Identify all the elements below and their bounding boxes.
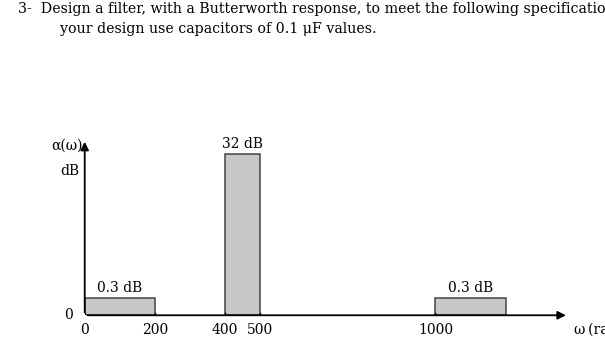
Text: 0.3 dB: 0.3 dB — [97, 281, 142, 295]
Bar — [85, 298, 155, 315]
Text: 0: 0 — [65, 308, 73, 322]
Text: 0: 0 — [80, 323, 89, 337]
Text: 1000: 1000 — [418, 323, 453, 337]
Text: your design use capacitors of 0.1 μF values.: your design use capacitors of 0.1 μF val… — [60, 22, 377, 36]
Bar — [225, 154, 260, 315]
Text: 500: 500 — [247, 323, 273, 337]
Text: 3-  Design a filter, with a Butterworth response, to meet the following specific: 3- Design a filter, with a Butterworth r… — [18, 2, 605, 16]
Text: α(ω): α(ω) — [51, 139, 83, 153]
Text: 200: 200 — [142, 323, 168, 337]
Text: ω (rad/sec): ω (rad/sec) — [574, 323, 605, 337]
Bar — [436, 298, 506, 315]
Text: 0.3 dB: 0.3 dB — [448, 281, 493, 295]
Text: 32 dB: 32 dB — [222, 137, 263, 151]
Text: dB: dB — [60, 164, 79, 178]
Text: 400: 400 — [212, 323, 238, 337]
